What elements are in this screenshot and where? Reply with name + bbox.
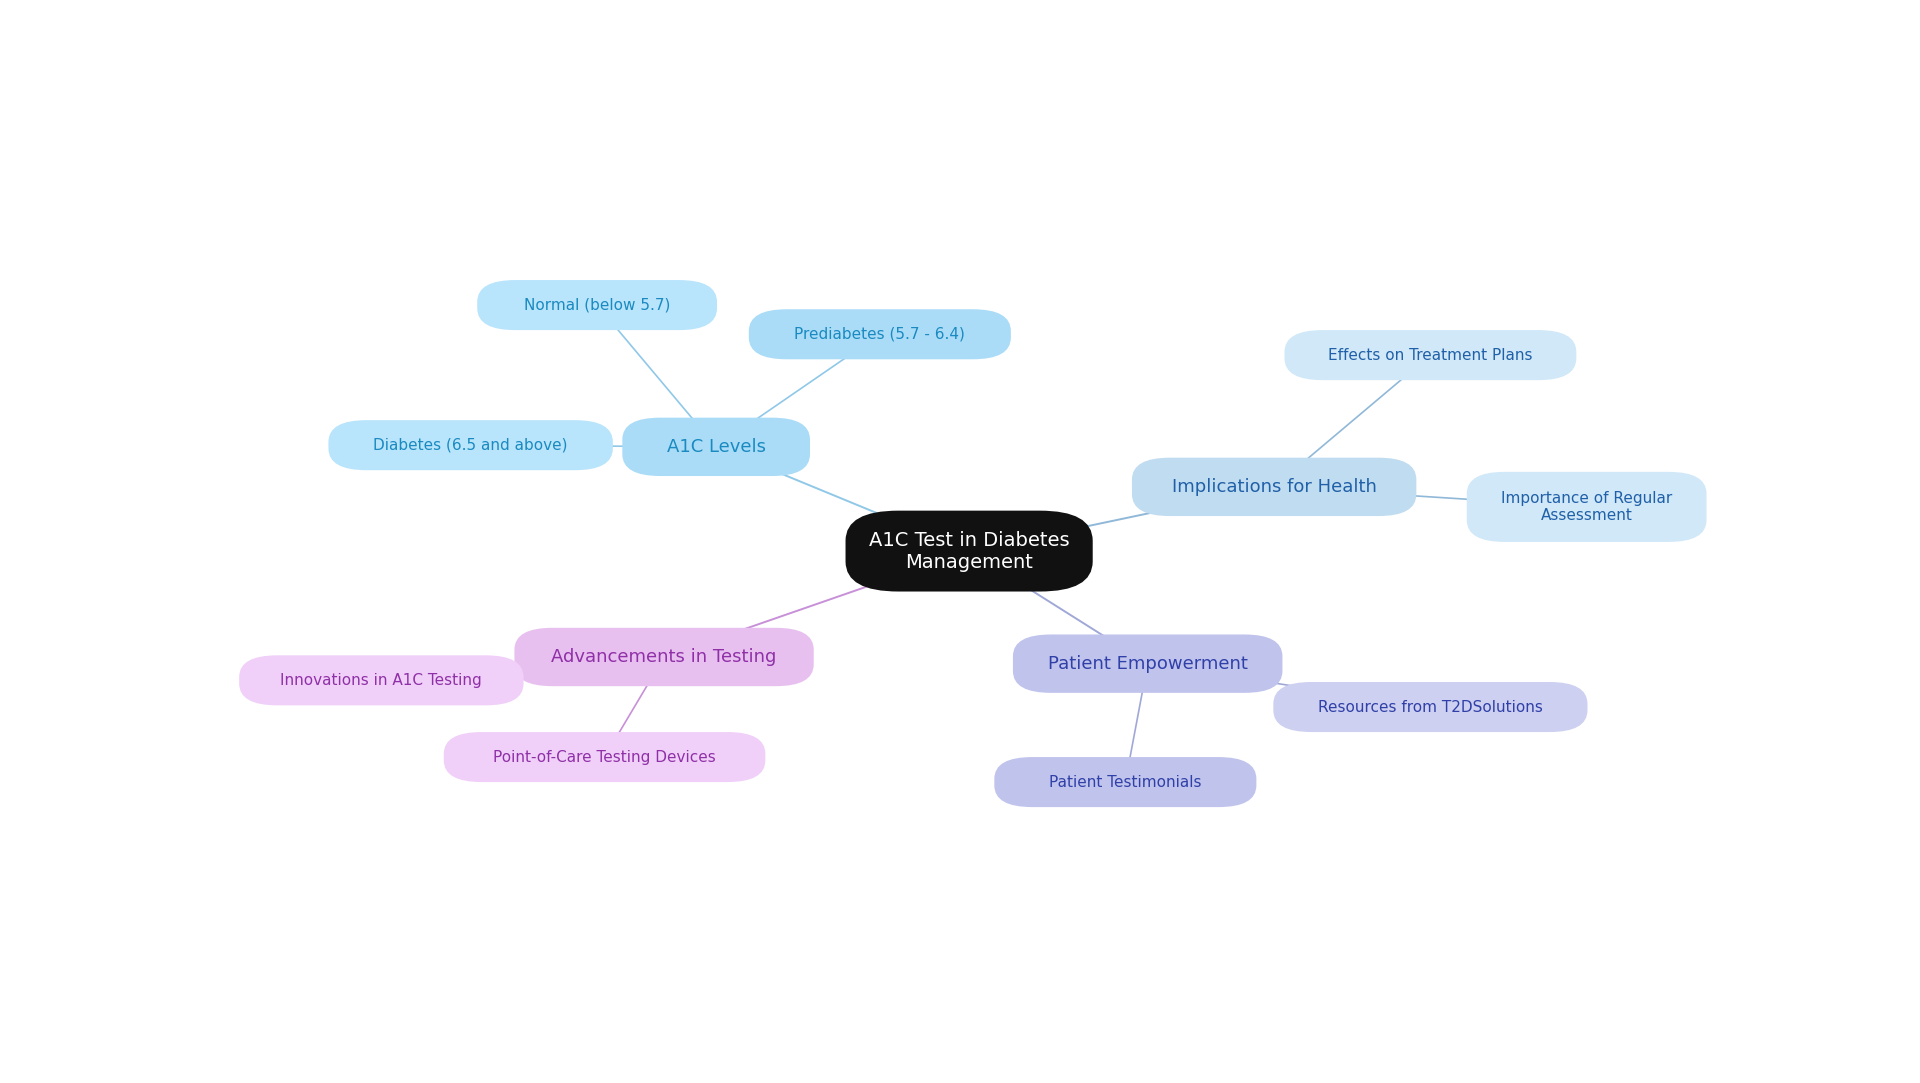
Text: Effects on Treatment Plans: Effects on Treatment Plans bbox=[1329, 348, 1532, 363]
FancyBboxPatch shape bbox=[1275, 683, 1586, 731]
FancyBboxPatch shape bbox=[1467, 472, 1705, 542]
FancyBboxPatch shape bbox=[478, 280, 716, 329]
Text: Normal (below 5.7): Normal (below 5.7) bbox=[524, 298, 670, 313]
Text: A1C Levels: A1C Levels bbox=[666, 438, 766, 456]
Text: Advancements in Testing: Advancements in Testing bbox=[551, 648, 778, 666]
Text: Patient Testimonials: Patient Testimonials bbox=[1048, 774, 1202, 790]
FancyBboxPatch shape bbox=[240, 656, 522, 705]
FancyBboxPatch shape bbox=[749, 310, 1010, 358]
Text: Importance of Regular
Assessment: Importance of Regular Assessment bbox=[1501, 491, 1672, 523]
FancyBboxPatch shape bbox=[1014, 636, 1283, 692]
Text: Diabetes (6.5 and above): Diabetes (6.5 and above) bbox=[372, 438, 568, 453]
Text: A1C Test in Diabetes
Management: A1C Test in Diabetes Management bbox=[870, 531, 1069, 572]
FancyBboxPatch shape bbox=[330, 421, 612, 469]
FancyBboxPatch shape bbox=[515, 628, 812, 686]
Text: Innovations in A1C Testing: Innovations in A1C Testing bbox=[280, 673, 482, 688]
FancyBboxPatch shape bbox=[624, 418, 808, 475]
FancyBboxPatch shape bbox=[995, 758, 1256, 806]
FancyBboxPatch shape bbox=[1284, 331, 1576, 379]
Text: Implications for Health: Implications for Health bbox=[1171, 478, 1377, 496]
Text: Prediabetes (5.7 - 6.4): Prediabetes (5.7 - 6.4) bbox=[795, 327, 966, 342]
FancyBboxPatch shape bbox=[1133, 458, 1415, 516]
Text: Point-of-Care Testing Devices: Point-of-Care Testing Devices bbox=[493, 749, 716, 765]
FancyBboxPatch shape bbox=[847, 511, 1092, 590]
FancyBboxPatch shape bbox=[445, 733, 764, 781]
Text: Patient Empowerment: Patient Empowerment bbox=[1048, 654, 1248, 673]
Text: Resources from T2DSolutions: Resources from T2DSolutions bbox=[1317, 700, 1544, 715]
